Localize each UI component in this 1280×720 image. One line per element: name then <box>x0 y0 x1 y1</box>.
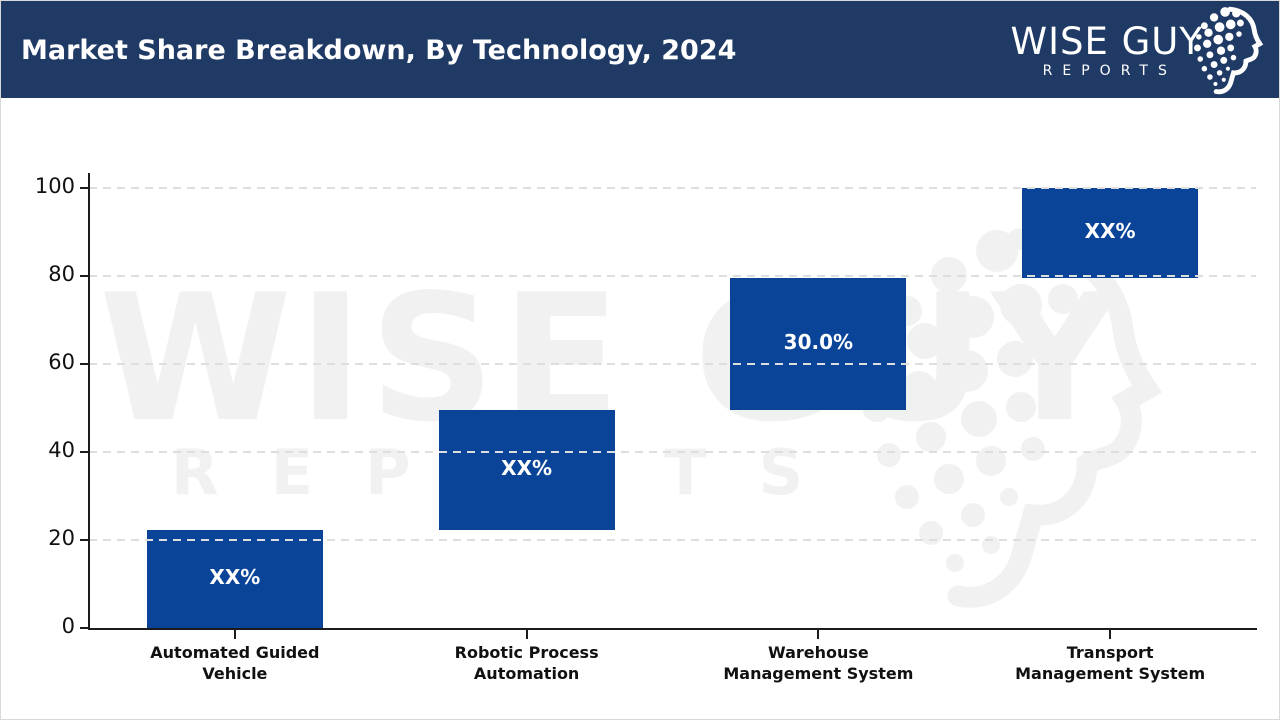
logo-name: WISE GUY <box>1010 20 1203 63</box>
gridline <box>89 363 1256 365</box>
y-tick-label: 100 <box>34 174 75 198</box>
category-label: Automated Guided Vehicle <box>150 643 320 683</box>
logo-tagline: REPORTS <box>1042 63 1177 79</box>
gridline <box>89 539 1256 541</box>
chart-area: WISE GUY REPORTS 020406080100XX%Automate… <box>1 98 1279 719</box>
x-tick <box>1109 630 1112 639</box>
y-tick-label: 0 <box>61 614 75 638</box>
plot: 0 20 40 60 80 100 XX% Automated Guided Vehicle XX… <box>1 98 1279 719</box>
y-tick <box>80 539 89 541</box>
gridline <box>89 187 1256 189</box>
bar-value-label: XX% <box>1084 219 1136 244</box>
bar-segment <box>146 530 323 628</box>
logo-text: WISE GUY REPORTS <box>1010 20 1203 80</box>
y-tick <box>80 275 89 277</box>
category-label: Warehouse Management System <box>723 643 914 683</box>
bar-value-label: 30.0% <box>783 330 854 355</box>
x-tick <box>817 630 820 639</box>
bar-value-label: XX% <box>209 565 261 590</box>
y-tick <box>80 187 89 189</box>
x-tick <box>233 630 236 639</box>
y-tick-label: 40 <box>48 438 75 462</box>
bar-segment <box>1022 188 1199 279</box>
wiseguy-logo: WISE GUY REPORTS <box>1011 5 1271 95</box>
gridline <box>89 451 1256 453</box>
y-tick-label: 80 <box>48 262 75 286</box>
y-tick-label: 20 <box>48 526 75 550</box>
bar-segment <box>438 410 615 531</box>
y-axis-line <box>88 173 90 630</box>
x-axis-line <box>88 628 1257 630</box>
chart-title: Market Share Breakdown, By Technology, 2… <box>21 35 737 66</box>
y-tick <box>80 363 89 365</box>
logo-face-icon <box>1189 5 1271 95</box>
y-tick <box>80 627 89 629</box>
bar-segment <box>730 278 907 411</box>
bar-value-label: XX% <box>501 456 553 481</box>
y-tick <box>80 451 89 453</box>
gridline <box>89 275 1256 277</box>
category-label: Robotic Process Automation <box>454 643 599 683</box>
y-tick-label: 60 <box>48 350 75 374</box>
category-label: Transport Management System <box>1015 643 1206 683</box>
header-bar: Market Share Breakdown, By Technology, 2… <box>1 1 1279 98</box>
x-tick <box>525 630 528 639</box>
